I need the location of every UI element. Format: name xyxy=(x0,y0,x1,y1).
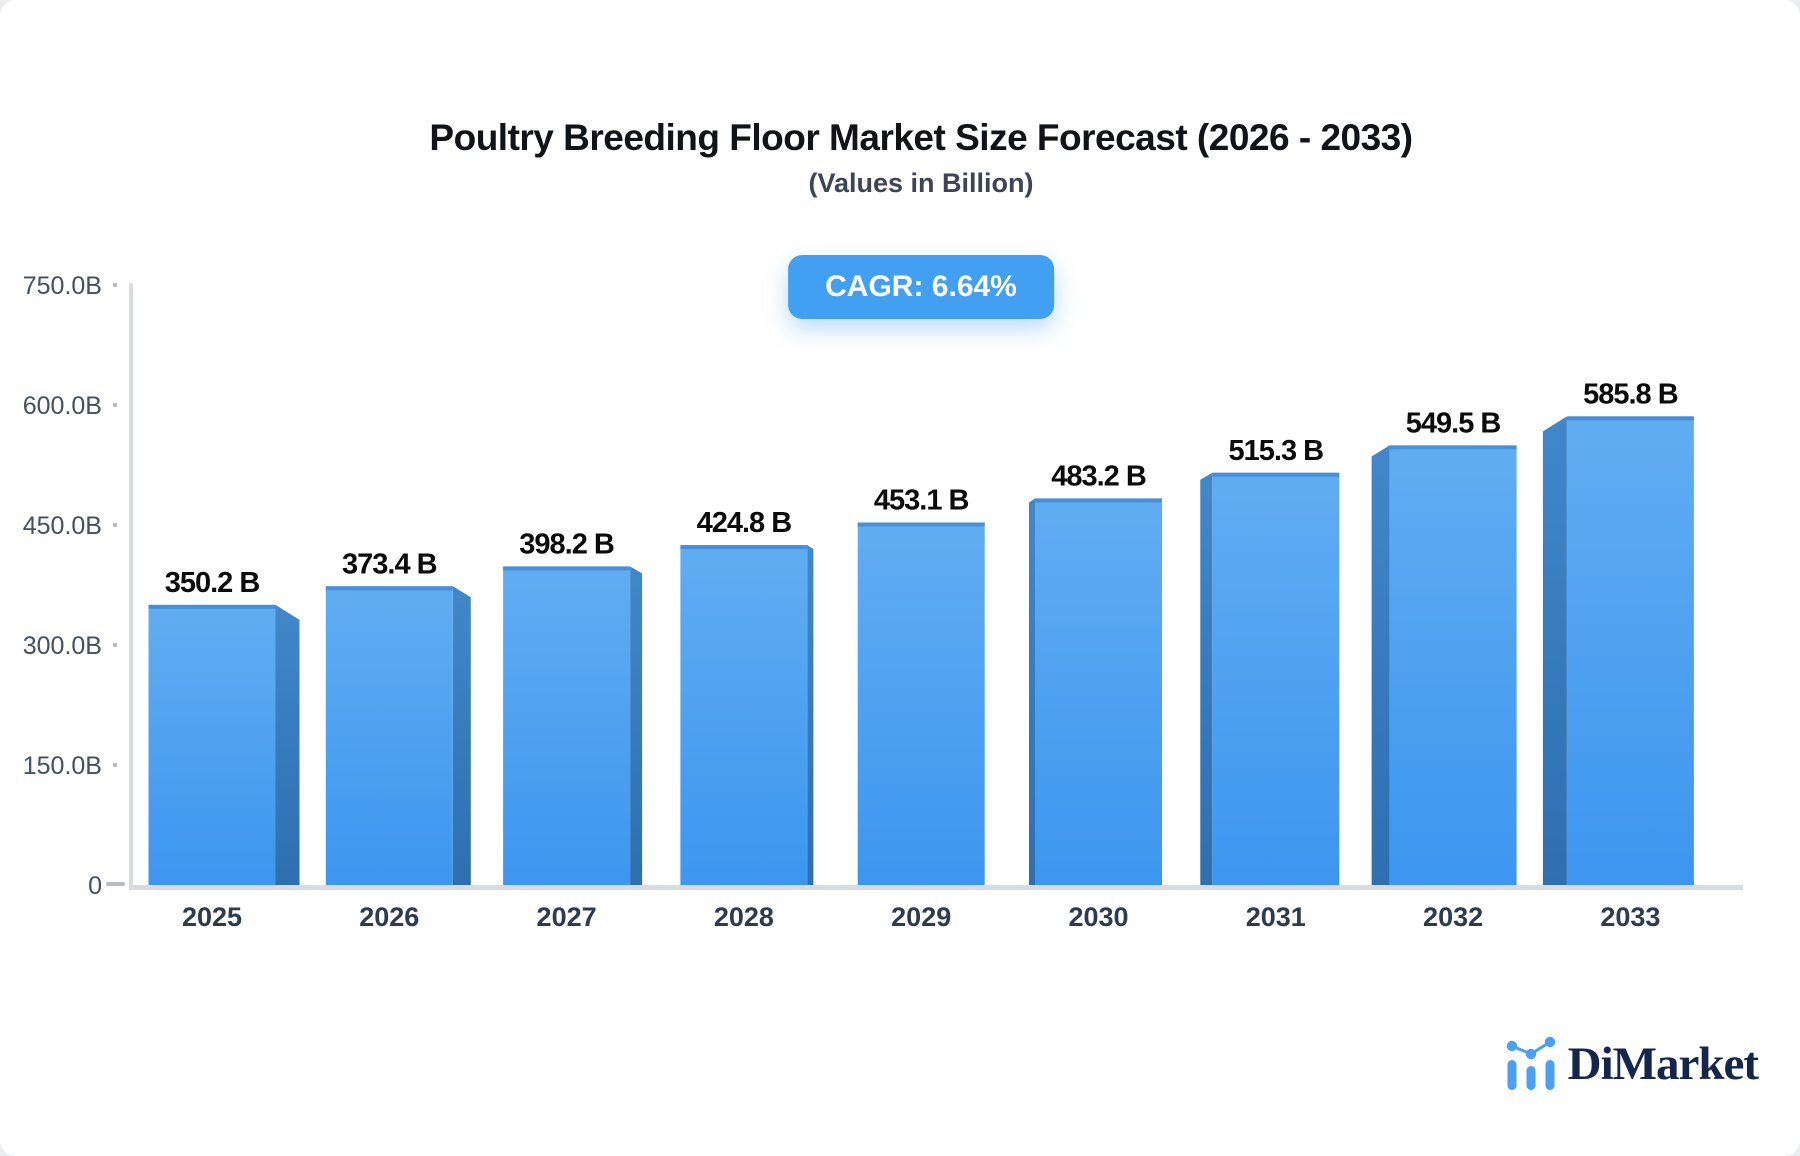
bar-face xyxy=(325,586,453,885)
bar-side xyxy=(275,604,300,885)
y-tick-dot xyxy=(113,643,117,647)
y-tick-label: 450.0B xyxy=(23,512,102,540)
y-tick-dot xyxy=(113,283,117,287)
bar-top-edge xyxy=(1389,445,1517,450)
y-tick-dot xyxy=(113,403,117,407)
bar-value-label: 549.5 B xyxy=(1406,407,1501,439)
x-category-label: 2027 xyxy=(537,902,597,932)
x-axis-line xyxy=(129,885,1743,890)
bar-group-2027: 398.2 B 2027 xyxy=(503,528,643,932)
bar-group-2032: 549.5 B 2032 xyxy=(1371,407,1517,932)
y-tick-label: 300.0B xyxy=(23,632,102,660)
bar-top-edge xyxy=(148,604,276,609)
y-tick-label: 750.0B xyxy=(23,272,102,300)
bar-face xyxy=(1389,445,1517,885)
cagr-badge-label: CAGR: 6.64% xyxy=(825,270,1017,303)
bar-side xyxy=(1029,498,1035,885)
bar-side xyxy=(807,545,814,885)
bar-top-edge xyxy=(680,545,808,550)
bar-side xyxy=(1200,472,1213,885)
bar-side xyxy=(452,586,471,885)
bar-group-2030: 483.2 B 2030 xyxy=(1029,460,1162,932)
brand-name: DiMarket xyxy=(1567,1037,1759,1090)
cagr-badge: CAGR: 6.64% xyxy=(788,255,1054,319)
x-category-label: 2025 xyxy=(182,902,242,932)
x-category-label: 2026 xyxy=(359,902,419,932)
bar-side xyxy=(1371,445,1390,885)
y-tick-dot xyxy=(113,763,117,767)
bar-face xyxy=(680,545,808,885)
y-tick-dot xyxy=(113,523,117,527)
bar-face xyxy=(857,522,985,885)
bar-value-label: 350.2 B xyxy=(165,567,260,599)
bar-chart-trend-icon xyxy=(1506,1036,1555,1090)
brand-logo: DiMarket xyxy=(1506,1036,1759,1092)
x-category-label: 2028 xyxy=(714,902,774,932)
bar-group-2029: 453.1 B 2029 xyxy=(857,485,985,932)
bar-face xyxy=(1212,472,1340,885)
bar-group-2028: 424.8 B 2028 xyxy=(680,507,814,932)
bar-value-label: 585.8 B xyxy=(1583,378,1678,410)
bar-top-edge xyxy=(1566,416,1694,421)
y-axis-line xyxy=(129,283,133,889)
x-category-label: 2030 xyxy=(1068,902,1128,932)
bar-face xyxy=(1035,498,1162,885)
bar-top-edge xyxy=(857,522,985,527)
bar-value-label: 483.2 B xyxy=(1051,460,1146,492)
bar-value-label: 515.3 B xyxy=(1229,435,1324,467)
y-tick-label: 150.0B xyxy=(23,752,102,780)
bar-group-2025: 350.2 B 2025 xyxy=(148,567,300,932)
bar-group-2033: 585.8 B 2033 xyxy=(1542,378,1694,932)
bar-side xyxy=(630,566,643,885)
bar-top-edge xyxy=(503,566,631,571)
bar-group-2026: 373.4 B 2026 xyxy=(325,548,471,932)
bar-face xyxy=(148,604,276,885)
bar-top-edge xyxy=(1035,498,1162,503)
bar-face xyxy=(503,566,631,885)
y-tick-label: 600.0B xyxy=(23,392,102,420)
chart-title: Poultry Breeding Floor Market Size Forec… xyxy=(429,116,1413,158)
x-category-label: 2031 xyxy=(1246,902,1306,932)
bar-value-label: 453.1 B xyxy=(874,485,969,517)
y-tick-mark xyxy=(106,882,125,886)
x-category-label: 2029 xyxy=(891,902,951,932)
bar-face xyxy=(1566,416,1694,885)
bar-top-edge xyxy=(1212,472,1340,477)
bar-side xyxy=(1542,416,1567,885)
x-category-label: 2033 xyxy=(1600,902,1660,932)
bar-top-edge xyxy=(325,586,453,591)
chart-subtitle: (Values in Billion) xyxy=(808,168,1034,198)
y-tick-label: 0 xyxy=(88,872,102,900)
bar-group-2031: 515.3 B 2031 xyxy=(1200,435,1340,932)
x-category-label: 2032 xyxy=(1423,902,1483,932)
bar-value-label: 373.4 B xyxy=(342,548,437,580)
bar-value-label: 398.2 B xyxy=(519,528,614,560)
bar-value-label: 424.8 B xyxy=(697,507,792,539)
